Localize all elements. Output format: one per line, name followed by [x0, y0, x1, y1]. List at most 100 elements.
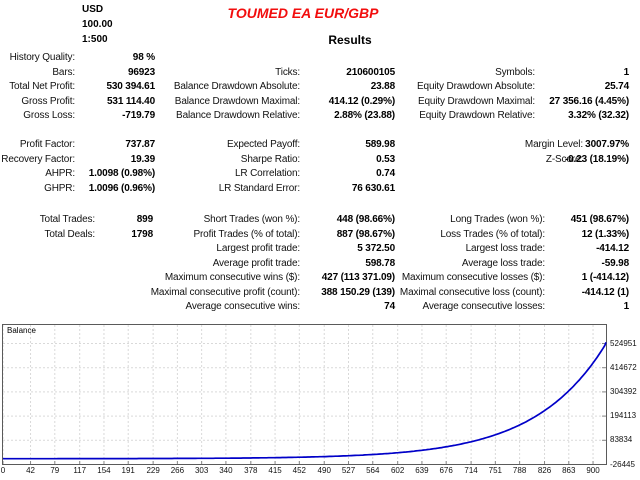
stat-label: Equity Drawdown Maximal:: [418, 95, 535, 107]
x-axis-tick-label: 490: [317, 466, 331, 475]
x-axis-tick-label: 0: [0, 466, 6, 475]
stat-label: Equity Drawdown Absolute:: [417, 81, 535, 92]
stat-label: Total Trades:: [39, 214, 95, 225]
stat-label: AHPR:: [45, 168, 75, 179]
stat-label: Profit Trades (% of total):: [193, 228, 300, 240]
stat-label: Short Trades (won %):: [203, 214, 300, 225]
x-axis-tick-label: 415: [268, 466, 282, 475]
stat-label: Equity Drawdown Relative:: [419, 110, 535, 121]
stat-value: 598.78: [365, 257, 395, 269]
stat-value: 210600105: [346, 66, 395, 78]
stat-label: Gross Profit:: [21, 95, 75, 107]
stat-value: 414.12 (0.29%): [328, 95, 395, 107]
stat-value: 451 (98.67%): [570, 214, 629, 225]
stat-value: 531 114.40: [107, 95, 155, 107]
stat-value: 737.87: [125, 139, 155, 150]
stat-label: Bars:: [52, 66, 75, 78]
stat-label: Maximal consecutive profit (count):: [150, 286, 300, 298]
x-axis-tick-label: 452: [292, 466, 306, 475]
x-axis-tick-label: 117: [73, 466, 87, 475]
x-axis-tick-label: 714: [464, 466, 478, 475]
stat-label: Expected Payoff:: [226, 139, 300, 150]
stat-value: 1: [623, 66, 630, 78]
stat-value: -59.98: [601, 257, 630, 269]
stat-label: Total Net Profit:: [9, 81, 75, 92]
x-axis-tick-label: 676: [439, 466, 453, 475]
balance-chart: Balance: [2, 324, 607, 465]
x-axis-tick-label: 564: [366, 466, 380, 475]
stat-label: Balance Drawdown Maximal:: [174, 95, 300, 107]
y-axis-tick-label: 194113: [610, 411, 637, 421]
stat-value: 0.74: [376, 168, 395, 179]
stat-value: -719.79: [122, 110, 155, 121]
stat-value: 1: [623, 301, 630, 312]
stat-label: Maximum consecutive losses ($):: [401, 272, 545, 283]
stat-label: Total Deals:: [44, 228, 96, 240]
initial-deposit-value: 100.00: [82, 19, 113, 30]
x-axis-tick-label: 303: [194, 466, 209, 475]
stat-value: 27 356.16 (4.45%): [549, 95, 629, 107]
stat-label: Maximal consecutive loss (count):: [399, 286, 545, 298]
stat-label: Average consecutive losses:: [422, 301, 545, 312]
x-axis-tick-label: 602: [390, 466, 405, 475]
stat-value: -0.23 (18.19%): [564, 153, 629, 165]
x-axis-tick-label: 42: [26, 466, 35, 475]
stat-value: 1.0096 (0.96%): [88, 182, 155, 194]
balance-curve-plot: [2, 324, 607, 465]
stat-value: 76 630.61: [351, 182, 395, 194]
stat-value: 887 (98.67%): [336, 228, 395, 240]
y-axis-tick-label: 414672: [610, 362, 637, 372]
y-axis-tick-label: 304392: [610, 386, 637, 396]
x-axis-tick-label: 639: [415, 466, 429, 475]
stat-label: Z-Score:: [545, 153, 583, 165]
stat-value: 2.88% (23.88): [334, 110, 395, 121]
currency-value: USD: [82, 4, 104, 15]
y-axis-tick-label: 524951: [610, 338, 637, 348]
y-axis-tick-label: 83834: [610, 435, 633, 445]
stat-label: LR Standard Error:: [218, 182, 300, 194]
x-axis-tick-label: 788: [512, 466, 527, 475]
stat-label: Maximum consecutive wins ($):: [164, 272, 300, 283]
page-title: TOUMED EA EUR/GBP: [227, 5, 379, 21]
stat-label: Balance Drawdown Relative:: [176, 110, 300, 121]
stat-value: 96923: [127, 66, 155, 78]
stat-label: Symbols:: [495, 66, 535, 78]
stat-value: 23.88: [370, 81, 395, 92]
stat-value: 1.0098 (0.98%): [88, 168, 155, 179]
balance-legend-label: Balance: [7, 326, 36, 335]
stat-label: Sharpe Ratio:: [240, 153, 300, 165]
x-axis-tick-label: 527: [341, 466, 356, 475]
stat-value: 427 (113 371.09): [321, 272, 395, 283]
stat-label: Average profit trade:: [212, 257, 300, 269]
leverage-value: 1:500: [82, 34, 108, 45]
stat-value: 530 394.61: [106, 81, 155, 92]
x-axis-tick-label: 863: [562, 466, 576, 475]
x-axis-tick-label: 826: [537, 466, 552, 475]
stat-label: GHPR:: [44, 182, 75, 194]
balance-curve: [3, 342, 607, 460]
stat-value: -414.12 (1): [581, 286, 629, 298]
stat-label: Largest profit trade:: [216, 243, 300, 254]
stat-value: 589.98: [365, 139, 395, 150]
stat-label: Loss Trades (% of total):: [440, 228, 545, 240]
stat-value: 3007.97%: [585, 139, 629, 150]
stat-label: LR Correlation:: [234, 168, 300, 179]
stat-label: Largest loss trade:: [465, 243, 546, 254]
stat-value: -414.12: [596, 243, 629, 254]
stat-label: Gross Loss:: [23, 110, 75, 121]
results-heading: Results: [328, 33, 372, 47]
stat-label: History Quality:: [9, 52, 76, 63]
stat-label: Recovery Factor:: [1, 153, 75, 165]
stat-value: 899: [136, 214, 153, 225]
stat-label: Profit Factor:: [19, 139, 75, 150]
stat-value: 98 %: [132, 52, 155, 63]
stat-value: 1 (-414.12): [581, 272, 629, 283]
stat-label: Average loss trade:: [461, 257, 545, 269]
x-axis-tick-label: 751: [488, 466, 503, 475]
stat-label: Long Trades (won %):: [450, 214, 545, 225]
x-axis-tick-label: 229: [146, 466, 160, 475]
x-axis-tick-label: 340: [219, 466, 233, 475]
stat-value: 5 372.50: [357, 243, 395, 254]
stat-label: Balance Drawdown Absolute:: [173, 81, 300, 92]
